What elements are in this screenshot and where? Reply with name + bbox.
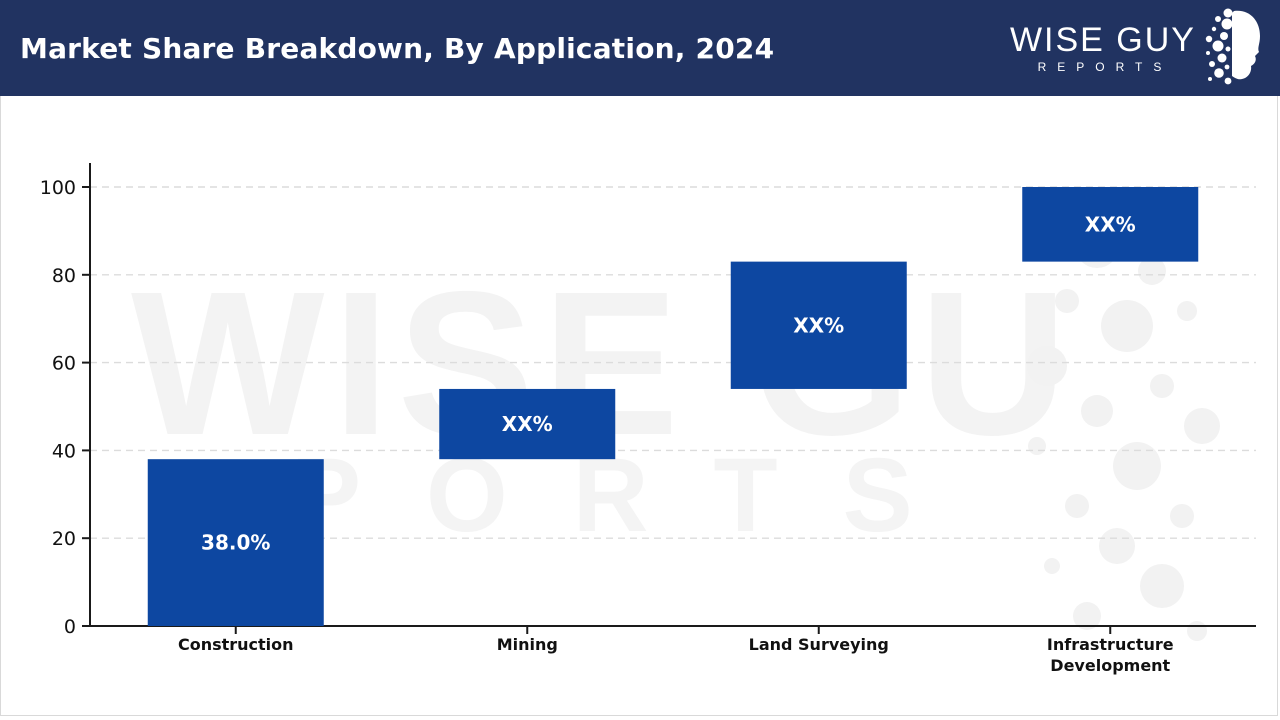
y-tick-label-80: 80 — [52, 265, 76, 287]
chart-plot: 0 20 40 60 80 100 38.0% Construction XX% Mining XX… — [40, 163, 1256, 675]
category-label-mining: Mining — [497, 635, 558, 654]
brand-name: WISE GUY — [1009, 21, 1196, 59]
brand-logo: WISE GUY REPORTS — [1010, 5, 1266, 91]
bar-label-construction: 38.0% — [201, 531, 270, 555]
chart-card: WISE GU PORTS 0 20 40 60 80 100 38.0% Construct… — [0, 96, 1278, 716]
page-title: Market Share Breakdown, By Application, … — [20, 31, 775, 65]
bar-land-surveying — [730, 261, 907, 389]
bar-label-infrastructure-development: XX% — [1085, 212, 1136, 236]
logo-face-icon — [1205, 8, 1260, 85]
y-tick-label-0: 0 — [64, 616, 76, 638]
brand-logo-text: WISE GUY REPORTS — [1010, 23, 1196, 73]
y-tick-label-100: 100 — [40, 177, 76, 199]
category-label-infrastructure-development: Infrastructure — [1047, 635, 1174, 654]
category-label-land-surveying: Land Surveying — [749, 635, 889, 654]
brand-subname: REPORTS — [1037, 60, 1173, 74]
bar-label-mining: XX% — [502, 412, 553, 436]
category-label-construction: Construction — [178, 635, 294, 654]
y-tick-label-20: 20 — [52, 528, 76, 550]
y-tick-label-40: 40 — [52, 440, 76, 462]
y-tick-label-60: 60 — [52, 353, 76, 375]
bar-mining — [439, 388, 616, 460]
bar-label-land-surveying: XX% — [793, 313, 844, 337]
category-label-infrastructure-development-line2: Development — [1050, 656, 1170, 675]
header-banner: Market Share Breakdown, By Application, … — [0, 0, 1280, 96]
bar-construction — [147, 459, 324, 626]
bar-infrastructure-development — [1022, 187, 1199, 262]
